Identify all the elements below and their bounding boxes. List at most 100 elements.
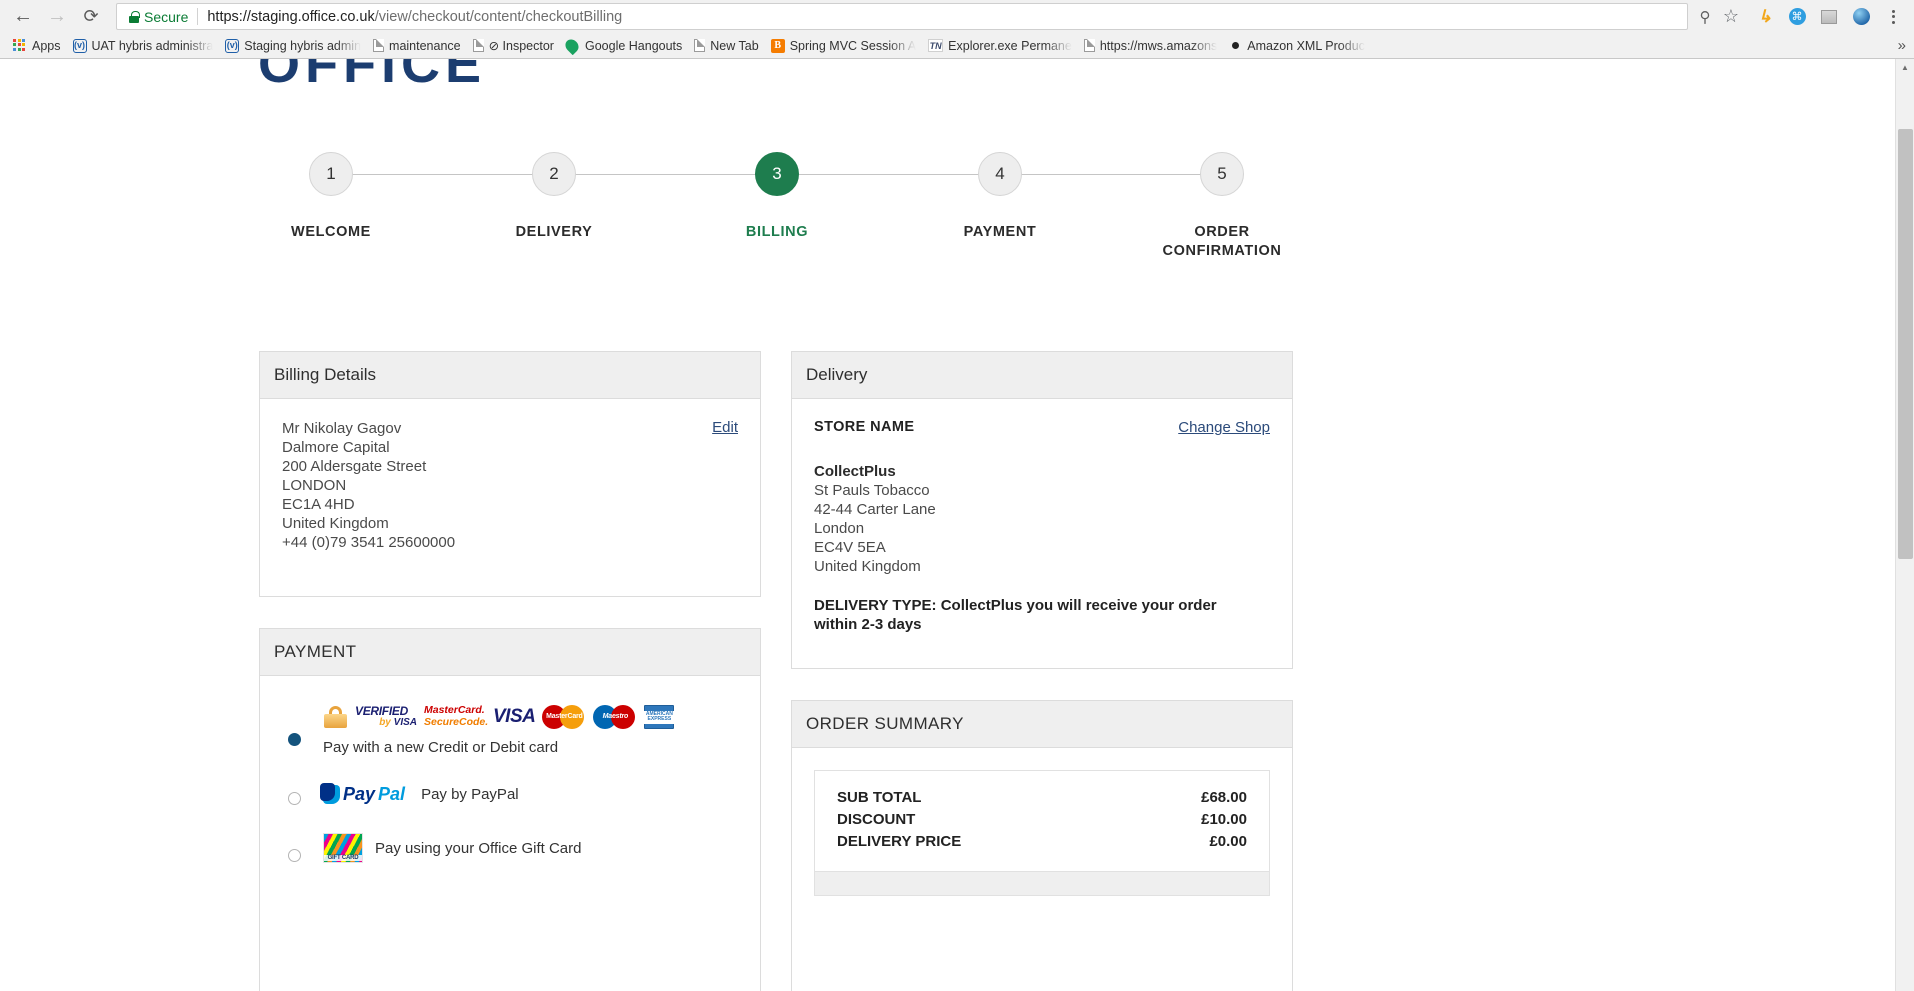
- star-icon[interactable]: ☆: [1722, 6, 1740, 26]
- chrome-menu-icon[interactable]: [1878, 3, 1908, 31]
- summary-value: £10.00: [1201, 811, 1247, 828]
- step-welcome[interactable]: 1 WELCOME: [266, 109, 396, 242]
- radio-giftcard[interactable]: [288, 849, 301, 862]
- back-arrow-icon[interactable]: ←: [13, 5, 33, 27]
- order-summary-panel: ORDER SUMMARY SUB TOTAL £68.00 DISCOUNT …: [791, 700, 1293, 991]
- payment-option-card[interactable]: VERIFIED by VISA MasterCard. SecureCode.…: [288, 704, 738, 756]
- bookmark-inspector[interactable]: ⊘ Inspector: [468, 36, 561, 55]
- omnibox-divider: [197, 8, 199, 25]
- ie-tab-icon[interactable]: ↳: [1757, 6, 1773, 26]
- bookmark-label: Explorer.exe Permane: [948, 38, 1072, 53]
- maestro-logo: Maestro: [593, 704, 637, 730]
- bookmark-new-tab[interactable]: New Tab: [689, 37, 765, 55]
- page-icon: [694, 39, 706, 52]
- step-delivery[interactable]: 2 DELIVERY: [489, 109, 619, 242]
- step-number: 1: [309, 152, 353, 196]
- step-label: DELIVERY: [515, 224, 593, 240]
- address-line: Mr Nikolay Gagov: [282, 420, 402, 437]
- order-summary-footer-bar: [814, 872, 1270, 896]
- bookmark-maintenance[interactable]: maintenance: [368, 37, 468, 55]
- bookmarks-overflow-button[interactable]: »: [1897, 37, 1906, 54]
- step-label: BILLING: [745, 224, 809, 240]
- store-address: CollectPlus St Pauls Tobacco 42-44 Carte…: [814, 462, 1270, 576]
- apps-grid-icon: [13, 38, 27, 53]
- security-indicator[interactable]: Secure: [123, 9, 188, 25]
- extension-icons: ↳ ⌘: [1744, 3, 1908, 31]
- lock-icon: [129, 10, 140, 23]
- address-line: London: [814, 520, 865, 537]
- step-order-confirmation[interactable]: 5 ORDER CONFIRMATION: [1157, 109, 1287, 261]
- payment-panel: PAYMENT VERIFIED by VISA Master: [259, 628, 761, 991]
- dot-icon: [1232, 42, 1240, 49]
- change-shop-link[interactable]: Change Shop: [1178, 419, 1270, 436]
- document-extension-icon[interactable]: [1814, 3, 1844, 31]
- hybris-icon: (v): [72, 38, 87, 53]
- bookmark-spring-mvc-session[interactable]: B Spring MVC Session A: [766, 37, 923, 55]
- bookmark-label: Google Hangouts: [584, 38, 683, 53]
- billing-details-panel: Billing Details Mr Nikolay Gagov Dalmore…: [259, 351, 761, 597]
- amex-logo: AMERICAN EXPRESS: [643, 705, 675, 729]
- billing-details-title: Billing Details: [260, 352, 760, 399]
- store-name: CollectPlus: [814, 463, 896, 480]
- summary-row: SUB TOTAL £68.00: [837, 787, 1247, 809]
- step-number: 3: [755, 152, 799, 196]
- bookmark-label: Amazon XML Produc: [1247, 38, 1365, 53]
- address-line: United Kingdom: [282, 515, 389, 532]
- bookmark-mws-amazon[interactable]: https://mws.amazons: [1079, 37, 1224, 55]
- globe-extension-icon[interactable]: [1846, 3, 1876, 31]
- bookmark-google-hangouts[interactable]: Google Hangouts: [561, 36, 689, 55]
- step-billing[interactable]: 3 BILLING: [712, 109, 842, 242]
- edit-billing-link[interactable]: Edit: [712, 419, 738, 436]
- step-number: 4: [978, 152, 1022, 196]
- scroll-up-arrow-icon[interactable]: ▲: [1901, 63, 1909, 72]
- bookmark-amazon-xml-product[interactable]: Amazon XML Produc: [1224, 37, 1372, 55]
- office-logo[interactable]: OFFICE: [258, 59, 486, 94]
- payment-option-paypal[interactable]: Pay Pal Pay by PayPal: [288, 783, 738, 805]
- address-line: +44 (0)79 3541 25600000: [282, 534, 456, 551]
- page-scrollbar[interactable]: ▲: [1895, 59, 1914, 991]
- command-icon[interactable]: ⌘: [1782, 3, 1812, 31]
- step-number: 2: [532, 152, 576, 196]
- secure-label: Secure: [144, 8, 189, 25]
- key-icon[interactable]: ⚲: [1699, 8, 1711, 26]
- bookmark-uat-hybris[interactable]: (v) UAT hybris administra: [68, 37, 221, 55]
- store-name-kicker: STORE NAME: [814, 419, 915, 435]
- page-viewport: OFFICE 1 WELCOME 2 DELIVERY 3 BILLING 4 …: [0, 59, 1914, 991]
- browser-toolbar: ← → ⟳ Secure https://staging.office.co.u…: [0, 0, 1914, 33]
- lock-icon: [323, 705, 348, 729]
- summary-row: DELIVERY PRICE £0.00: [837, 831, 1247, 853]
- address-line: St Pauls Tobacco: [814, 482, 930, 499]
- payment-option-label: Pay using your Office Gift Card: [375, 839, 582, 857]
- bookmark-label: Apps: [32, 38, 61, 53]
- bookmark-explorer-exe[interactable]: TN Explorer.exe Permane: [923, 37, 1079, 55]
- bookmark-staging-hybris[interactable]: (v) Staging hybris admin: [220, 37, 368, 55]
- summary-label: DISCOUNT: [837, 811, 916, 828]
- radio-card[interactable]: [288, 733, 301, 746]
- scrollbar-thumb[interactable]: [1898, 129, 1913, 559]
- payment-option-label: Pay with a new Credit or Debit card: [323, 739, 559, 756]
- address-line: United Kingdom: [814, 558, 921, 575]
- url-host: https://staging.office.co.uk: [207, 8, 375, 25]
- address-line: 42-44 Carter Lane: [814, 501, 936, 518]
- address-line: Dalmore Capital: [282, 439, 390, 456]
- order-summary-body: SUB TOTAL £68.00 DISCOUNT £10.00 DELIVER…: [792, 748, 1292, 896]
- address-line: LONDON: [282, 477, 347, 494]
- payment-option-giftcard[interactable]: GIFT CARD Pay using your Office Gift Car…: [288, 833, 738, 863]
- delivery-body: STORE NAME Change Shop CollectPlus St Pa…: [792, 399, 1292, 656]
- address-bar[interactable]: Secure https://staging.office.co.uk/view…: [116, 3, 1688, 30]
- hangouts-icon: [562, 36, 582, 55]
- mastercard-logo: MasterCard: [542, 704, 586, 730]
- address-line: 200 Aldersgate Street: [282, 458, 427, 475]
- checkout-page: OFFICE 1 WELCOME 2 DELIVERY 3 BILLING 4 …: [0, 59, 1895, 991]
- bookmark-apps[interactable]: Apps: [8, 37, 68, 55]
- mastercard-securecode-logo: MasterCard. SecureCode.: [424, 704, 489, 728]
- order-summary-title: ORDER SUMMARY: [792, 701, 1292, 748]
- step-number: 5: [1200, 152, 1244, 196]
- forward-arrow-icon[interactable]: →: [47, 5, 67, 27]
- step-payment[interactable]: 4 PAYMENT: [935, 109, 1065, 242]
- bookmark-label: maintenance: [389, 38, 461, 53]
- bookmarks-bar: Apps (v) UAT hybris administra (v) Stagi…: [0, 33, 1914, 58]
- radio-paypal[interactable]: [288, 792, 301, 805]
- verified-by-visa-logo: VERIFIED by VISA: [355, 704, 417, 729]
- reload-icon[interactable]: ⟳: [83, 6, 99, 26]
